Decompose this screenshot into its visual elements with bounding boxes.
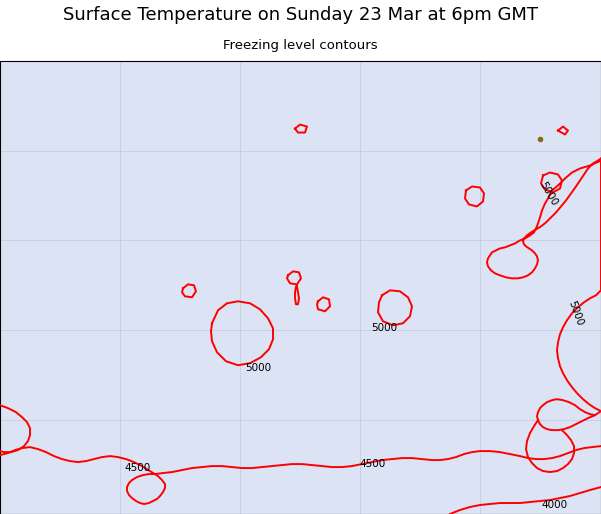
Text: Surface Temperature on Sunday 23 Mar at 6pm GMT: Surface Temperature on Sunday 23 Mar at …: [63, 6, 538, 24]
Text: 5000: 5000: [371, 323, 397, 333]
Text: 5000: 5000: [566, 299, 584, 327]
Text: 4500: 4500: [125, 463, 151, 473]
Text: Freezing level contours: Freezing level contours: [223, 39, 378, 52]
Text: 4500: 4500: [360, 459, 386, 469]
Text: 5000: 5000: [245, 363, 271, 373]
Text: 5000: 5000: [537, 180, 559, 207]
Text: 4000: 4000: [542, 500, 568, 510]
